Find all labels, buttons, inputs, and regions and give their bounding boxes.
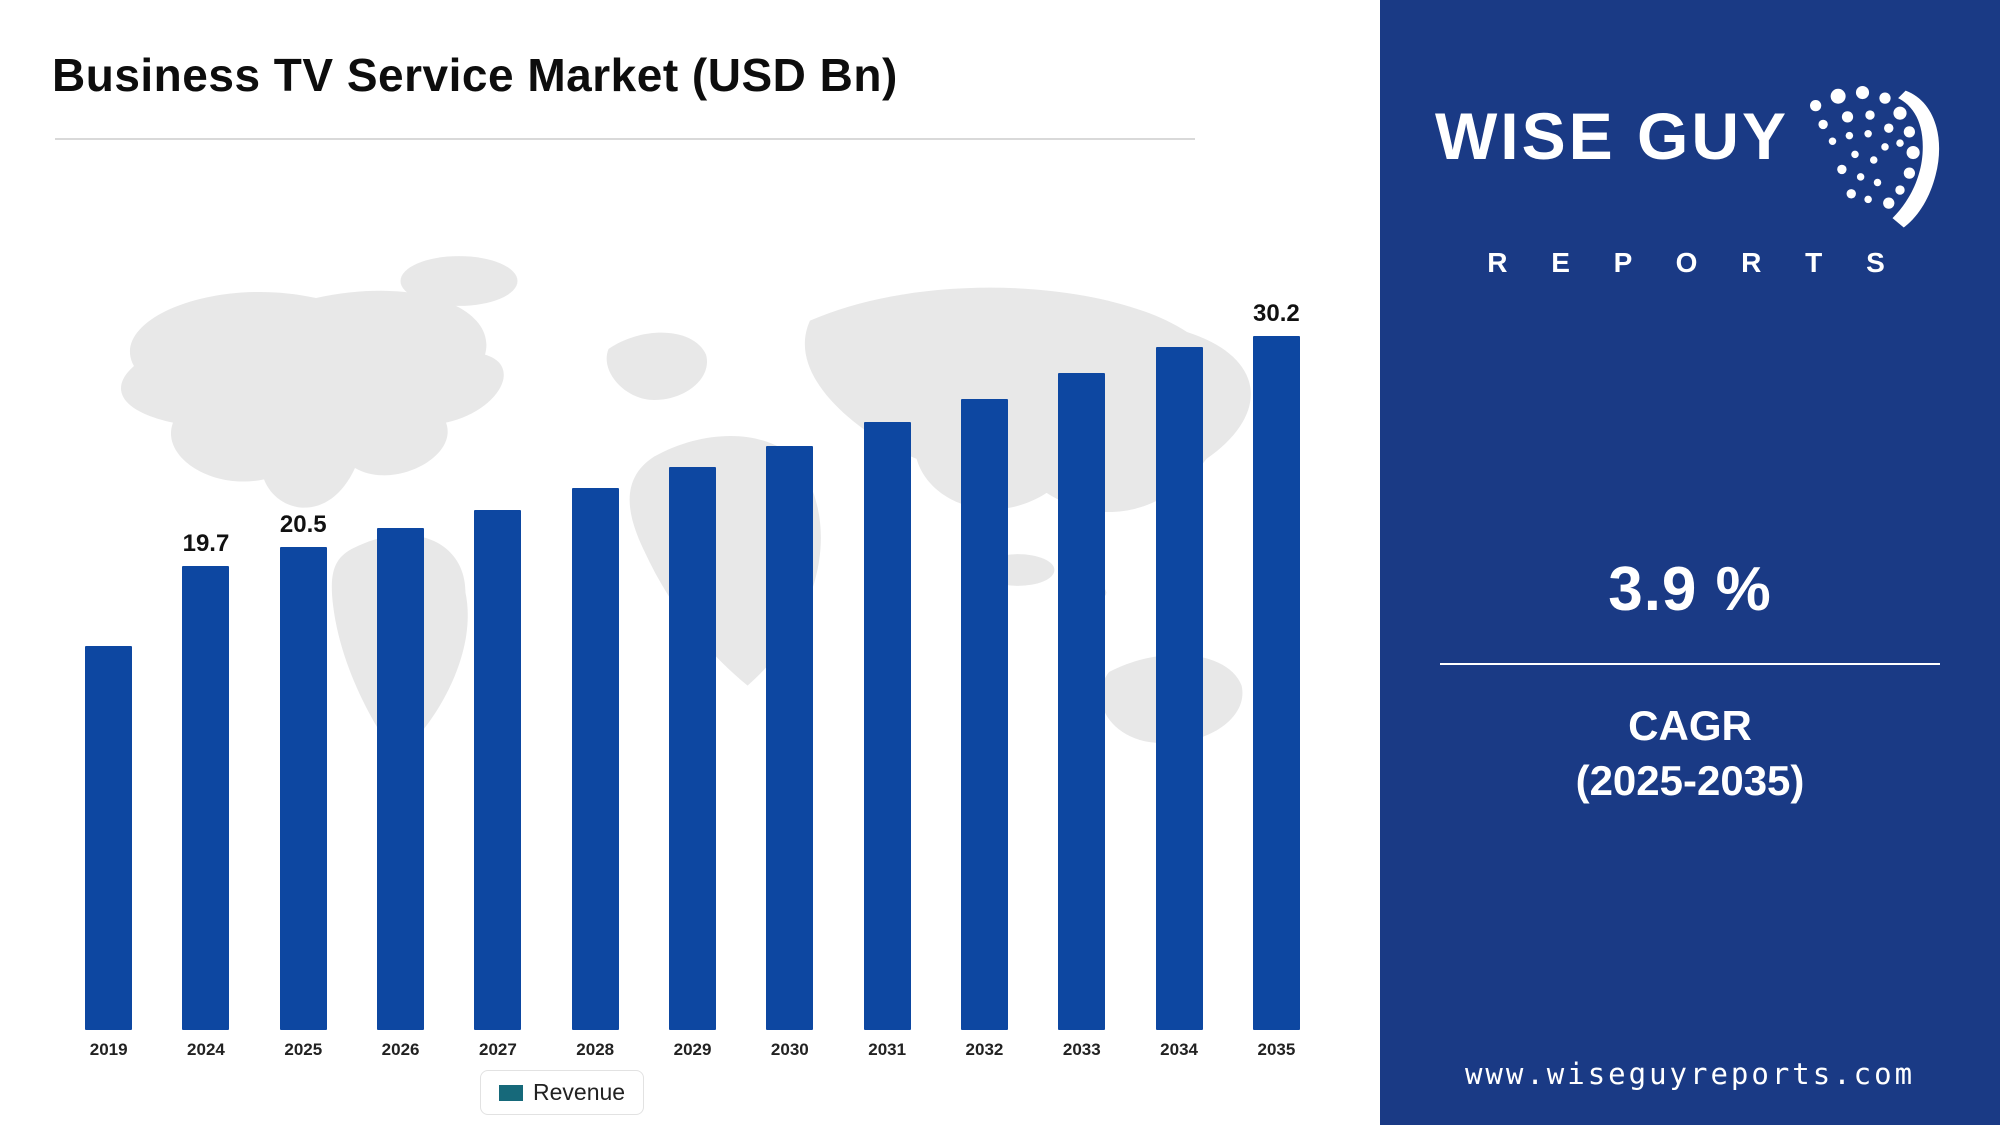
logo-wordmark: WISE GUY — [1434, 99, 1790, 173]
x-axis-label-2027: 2027 — [478, 1040, 517, 1059]
x-axis-label-2034: 2034 — [1160, 1040, 1198, 1059]
x-axis-label-2028: 2028 — [576, 1040, 615, 1059]
bar-slot-2025: 20.5 2025 — [255, 300, 352, 1059]
bar-2026 — [377, 528, 425, 1030]
x-axis-label-2033: 2033 — [1062, 1040, 1101, 1059]
legend-label-revenue: Revenue — [533, 1079, 626, 1105]
bar-slot-2032: 2032 — [936, 300, 1033, 1059]
bar-slot-2035: 30.2 2035 — [1228, 300, 1325, 1059]
bar-slot-2024: 19.7 2024 — [157, 300, 254, 1059]
bar-2025 — [279, 547, 327, 1030]
bar-2032 — [960, 399, 1008, 1030]
website-link[interactable]: www.wiseguyreports.com — [1464, 1057, 1916, 1091]
bar-slot-2027: 2027 — [449, 300, 546, 1059]
bar-slot-2026: 2026 — [352, 300, 449, 1059]
bar-2035 — [1252, 336, 1300, 1030]
x-axis-label-2019: 2019 — [89, 1040, 128, 1059]
bar-2030 — [766, 446, 814, 1030]
cagr-block: 3.9 % CAGR (2025-2035) — [1380, 554, 2000, 808]
x-axis-label-2025: 2025 — [284, 1040, 323, 1059]
page-title: Business TV Service Market (USD Bn) — [52, 49, 898, 101]
bar-slot-2029: 2029 — [644, 300, 741, 1059]
x-axis-label-2032: 2032 — [965, 1040, 1004, 1059]
bar-slot-2019: 2019 — [60, 300, 157, 1059]
bar-slot-2034: 2034 — [1130, 300, 1227, 1059]
dotted-head-icon — [1810, 85, 1940, 228]
bar-2024 — [182, 566, 230, 1030]
x-axis-label-2031: 2031 — [868, 1040, 907, 1059]
x-axis-label-2035: 2035 — [1257, 1040, 1296, 1059]
bar-2028 — [571, 488, 619, 1030]
bar-2034 — [1155, 347, 1203, 1030]
chart-section: Business TV Service Market (USD Bn) 2019… — [52, 49, 1325, 1115]
wise-guy-reports-logo: WISE GUY — [1435, 85, 1945, 279]
cagr-label-line1: CAGR — [1628, 702, 1752, 749]
legend-swatch-revenue — [499, 1084, 523, 1101]
bar-slot-2030: 2030 — [741, 300, 838, 1059]
bar-2031 — [863, 422, 911, 1030]
logo-reports-text: R E P O R T S — [1487, 247, 1903, 278]
bar-series-revenue: 2019 19.7 2024 20.5 2025 2026 2027 2028 2029 2030… — [60, 300, 1325, 1059]
bar-value-label-2035: 30.2 — [1253, 300, 1300, 327]
brand-panel: WISE GUY — [1380, 0, 2000, 1125]
bar-slot-2028: 2028 — [547, 300, 644, 1059]
bar-slot-2033: 2033 — [1033, 300, 1130, 1059]
cagr-value: 3.9 % — [1608, 555, 1772, 624]
x-axis-label-2024: 2024 — [187, 1040, 225, 1059]
chart-legend[interactable]: Revenue — [480, 1070, 645, 1115]
x-axis-label-2030: 2030 — [770, 1040, 809, 1059]
cagr-label-line2: (2025-2035) — [1575, 756, 1805, 804]
bar-chart: 2019 19.7 2024 20.5 2025 2026 2027 2028 2029 2030… — [60, 300, 1325, 1115]
bar-2029 — [669, 467, 717, 1030]
title-divider — [55, 138, 1195, 140]
x-axis-label-2029: 2029 — [673, 1040, 712, 1059]
cagr-divider — [1440, 663, 1940, 665]
bar-slot-2031: 2031 — [839, 300, 936, 1059]
bar-2033 — [1058, 373, 1106, 1030]
x-axis-label-2026: 2026 — [381, 1040, 420, 1059]
bar-value-label-2024: 19.7 — [182, 530, 230, 557]
bar-value-label-2025: 20.5 — [279, 511, 327, 538]
bar-2019 — [85, 646, 133, 1030]
bar-2027 — [474, 510, 522, 1030]
